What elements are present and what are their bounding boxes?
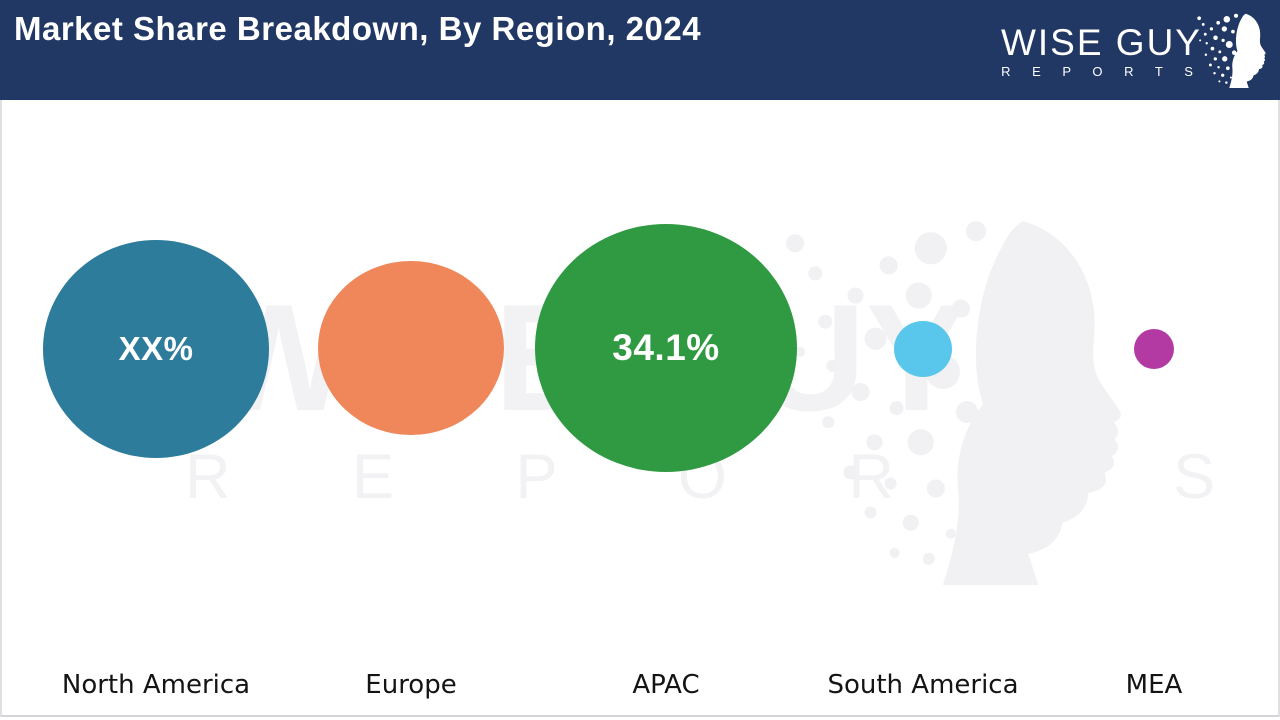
category-label-north-america: North America (61, 670, 251, 700)
chart-area: WISE GUY R E P O R T S XX% 34.1% North A… (0, 100, 1280, 717)
bubble-europe (318, 261, 504, 435)
category-label-mea: MEA (1125, 670, 1183, 700)
logo-text: WISE GUY R E P O R T S (1001, 24, 1202, 79)
logo-subtitle: R E P O R T S (1001, 64, 1202, 79)
category-label-apac: APAC (632, 670, 700, 700)
bubble-apac: 34.1% (535, 224, 797, 472)
bubble-mea (1134, 329, 1174, 369)
dotted-head-profile-icon (1194, 10, 1276, 88)
category-label-europe: Europe (365, 670, 457, 700)
chart-title: Market Share Breakdown, By Region, 2024 (14, 10, 702, 47)
category-label-south-america: South America (827, 670, 1019, 700)
logo-wordmark: WISE GUY (1000, 22, 1202, 63)
header-bar: Market Share Breakdown, By Region, 2024 … (0, 0, 1280, 100)
category-labels: North America Europe APAC South America … (2, 100, 1278, 715)
bubble-value-label: 34.1% (612, 327, 720, 368)
bubble-north-america: XX% (43, 240, 269, 458)
wise-guy-logo: WISE GUY R E P O R T S (1001, 6, 1270, 94)
bubble-value-label: XX% (118, 330, 194, 367)
